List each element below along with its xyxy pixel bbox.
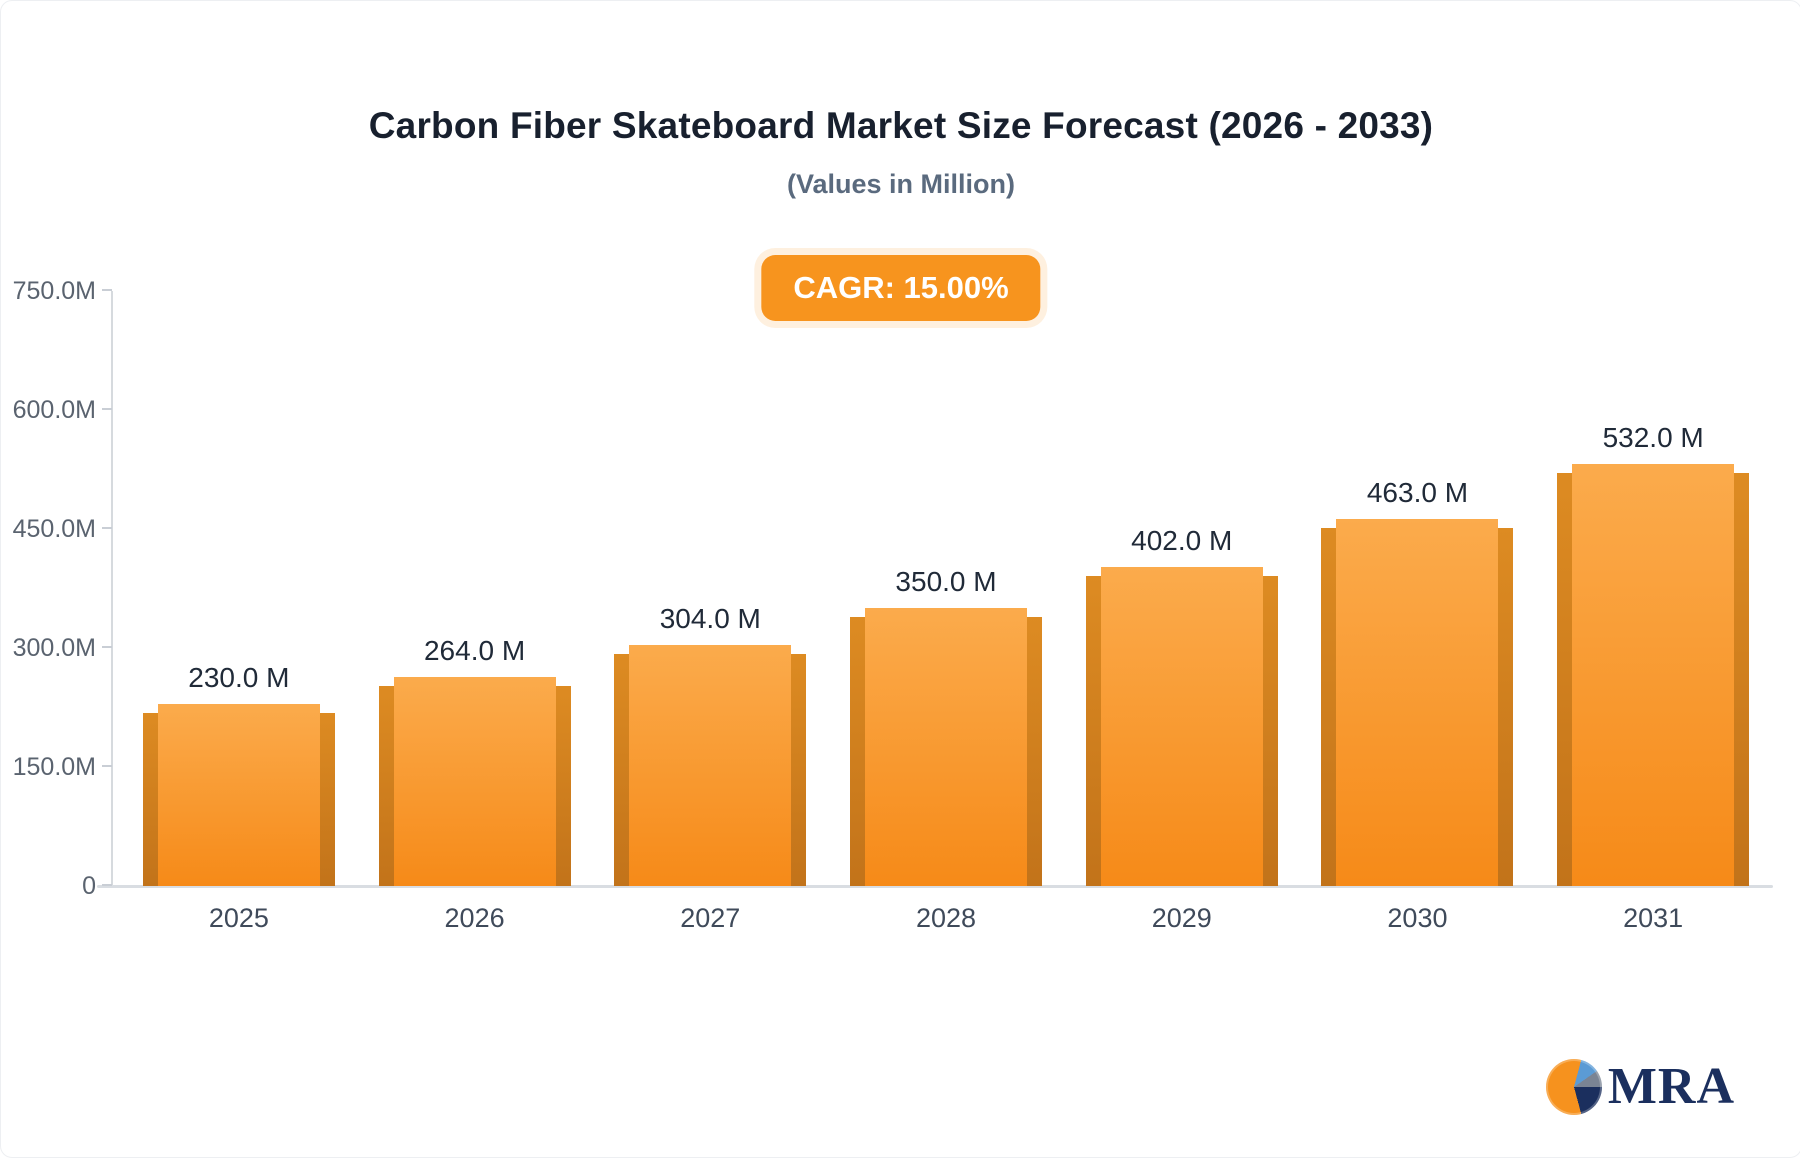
y-tick-label: 600.0M [12,396,96,424]
bar-front-face [157,703,320,886]
bar-side-right [319,712,335,886]
bar-column: 463.0 M [1300,291,1536,886]
y-tick-mark [102,527,112,529]
x-axis-category-label: 2028 [915,903,977,933]
y-tick-label: 0 [82,872,96,900]
x-axis-category-label: 2026 [444,903,505,933]
logo-text: MRA [1607,1058,1735,1115]
bar-value-label: 463.0 M [1366,476,1469,508]
x-axis-baseline [97,885,1773,888]
chart-subtitle: (Values in Million) [786,169,1016,199]
bar-value-label: 402.0 M [1131,525,1233,557]
bar-side-right [1498,527,1514,886]
logo: MRA [1545,1058,1735,1115]
bar-column: 532.0 M [1535,291,1771,886]
bar-side-right [1027,617,1043,886]
bar-value-label: 532.0 M [1602,421,1704,453]
bar-side-left [1085,576,1101,886]
bar-value-label: 264.0 M [423,634,526,666]
bar [850,608,1043,886]
bar-front-face [865,608,1028,886]
bar-front-face [393,676,556,886]
bar-side-right [791,653,807,886]
logo-pie-icon [1545,1059,1602,1115]
bar-value-label: 230.0 M [188,661,290,693]
y-tick-mark [102,646,112,648]
y-axis-line [111,291,113,886]
bar-side-left [850,617,866,886]
x-axis-category-label: 2025 [208,903,269,933]
x-axis-category-label: 2027 [680,903,741,933]
bar [1085,567,1278,886]
x-axis-labels: 2025 2026 2027 2028 2029 2030 2031 [121,903,1771,934]
y-tick-mark [102,289,112,291]
bar-side-left [142,712,158,886]
bar-column: 304.0 M [592,291,828,886]
y-tick-label: 750.0M [12,277,96,305]
bar-column: 402.0 M [1064,291,1300,886]
bar-side-left [378,685,394,886]
y-tick-label: 150.0M [12,753,96,781]
bar-side-right [555,685,571,886]
bar-side-left [1321,527,1337,886]
bar [1321,518,1514,886]
bar-side-left [1557,472,1573,886]
bar-front-face [1572,463,1735,886]
bar-front-face [1100,567,1263,886]
chart-title: Carbon Fiber Skateboard Market Size Fore… [368,105,1434,146]
bars-row: 230.0 M 264.0 M 304.0 M 350.0 M 402.0 M 463.0… [121,291,1771,886]
y-axis-labels: 0 150.0M 300.0M 450.0M 600.0M 750.0M [1,277,96,900]
bar [378,676,571,886]
bar-value-label: 304.0 M [659,602,761,634]
bar-front-face [629,644,792,886]
bar-front-face [1336,518,1499,886]
bar-side-left [614,653,630,886]
x-axis-category-label: 2031 [1623,903,1684,933]
bar-side-right [1734,472,1750,886]
cagr-badge: CAGR: 15.00% [761,255,1041,321]
bar-side-right [1262,576,1278,886]
bar-value-label: 350.0 M [895,566,997,598]
y-tick-mark [102,884,112,886]
bar [142,703,335,886]
y-tick-mark [102,765,112,767]
y-tick-mark [102,408,112,410]
bar [1557,463,1750,886]
x-axis-category-label: 2029 [1151,903,1212,933]
bar-column: 350.0 M [828,291,1064,886]
bar-column: 230.0 M [121,291,357,886]
y-tick-label: 300.0M [12,634,96,662]
bar [614,644,807,886]
bar-column: 264.0 M [357,291,593,886]
x-axis-category-label: 2030 [1387,903,1448,933]
y-tick-label: 450.0M [12,515,96,543]
